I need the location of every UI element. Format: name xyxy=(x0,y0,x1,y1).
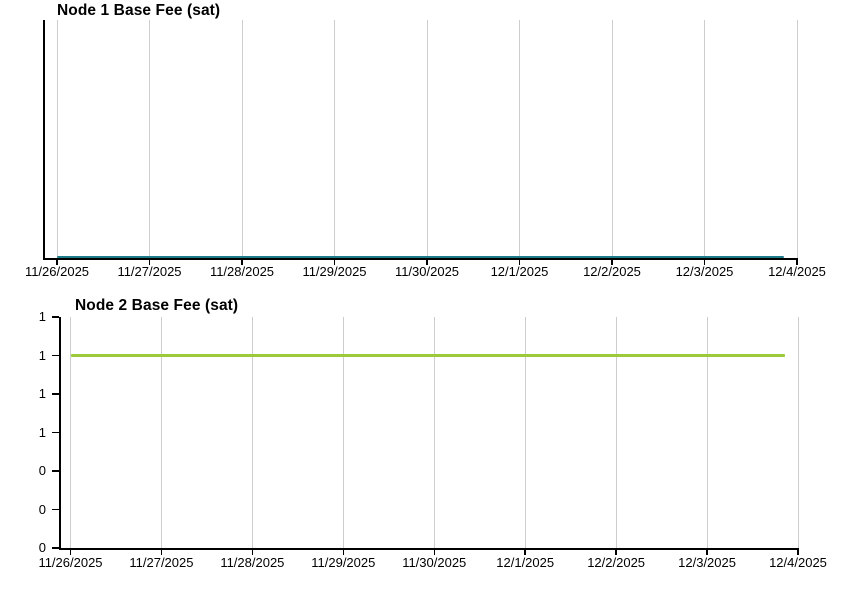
y-axis xyxy=(43,20,45,260)
x-tick xyxy=(69,550,72,555)
x-gridline xyxy=(334,20,335,258)
x-gridline xyxy=(251,317,253,548)
x-gridline xyxy=(796,20,798,258)
y-tick-label: 1 xyxy=(38,424,46,440)
x-tick-label: 11/28/2025 xyxy=(220,555,285,570)
y-tick-label: 0 xyxy=(38,540,46,555)
y-tick xyxy=(52,431,59,434)
x-gridline xyxy=(160,317,162,548)
x-tick xyxy=(796,260,798,265)
chart-title-node2: Node 2 Base Fee (sat) xyxy=(75,297,239,314)
y-tick-label: 0 xyxy=(38,501,46,517)
x-tick-label: 11/30/2025 xyxy=(402,555,467,570)
y-tick-label: 0 xyxy=(38,463,46,478)
x-tick xyxy=(342,550,345,555)
x-tick-label: 12/2/2025 xyxy=(587,555,646,570)
x-tick xyxy=(426,260,428,265)
x-gridline xyxy=(611,20,613,258)
x-tick-label: 12/4/2025 xyxy=(768,264,826,279)
y-tick xyxy=(52,508,59,511)
x-tick-label: 11/27/2025 xyxy=(117,264,182,279)
y-tick-label: 1 xyxy=(38,386,46,401)
x-tick xyxy=(148,260,151,265)
x-gridline xyxy=(519,20,520,258)
chart-title-node1: Node 1 Base Fee (sat) xyxy=(57,2,221,19)
x-tick-label: 11/28/2025 xyxy=(209,264,275,279)
x-tick-label: 12/3/2025 xyxy=(675,264,734,279)
x-tick-label: 11/30/2025 xyxy=(394,264,460,279)
x-gridline xyxy=(706,317,708,548)
x-tick-label: 11/29/2025 xyxy=(302,264,367,279)
x-tick xyxy=(333,260,336,265)
x-gridline xyxy=(149,20,150,258)
x-gridline xyxy=(70,317,71,548)
y-tick-label: 1 xyxy=(38,347,46,363)
y-tick xyxy=(52,354,59,357)
x-tick-label: 12/1/2025 xyxy=(496,555,555,570)
series-line xyxy=(70,354,785,357)
x-gridline xyxy=(56,20,58,258)
x-gridline xyxy=(615,317,617,548)
x-tick xyxy=(56,260,58,265)
plot-area-node1: 11/26/2025 11/27/2025 11/28/2025 11/29/2025… xyxy=(25,20,826,279)
x-tick xyxy=(524,550,526,555)
x-axis xyxy=(59,548,799,550)
x-tick xyxy=(615,550,617,555)
plot-area-node2: 11/26/2025 11/27/2025 11/28/2025 11/29/2025… xyxy=(38,309,826,570)
y-tick-label: 1 xyxy=(38,309,46,324)
x-tick xyxy=(241,260,243,265)
y-axis xyxy=(59,317,61,550)
x-tick xyxy=(251,550,254,555)
x-tick xyxy=(706,550,708,555)
x-gridline xyxy=(426,20,428,258)
x-gridline xyxy=(704,20,705,258)
x-gridline xyxy=(797,317,799,548)
x-tick xyxy=(433,550,435,555)
x-tick xyxy=(611,260,613,265)
x-gridline xyxy=(524,317,526,548)
series-line xyxy=(57,255,784,258)
x-tick-label: 11/29/2025 xyxy=(311,555,376,570)
x-gridline xyxy=(342,317,344,548)
x-tick-label: 12/3/2025 xyxy=(678,555,736,570)
x-tick-label: 12/1/2025 xyxy=(490,264,549,279)
x-tick xyxy=(518,260,521,265)
x-tick-label: 12/4/2025 xyxy=(769,555,827,570)
x-tick-label: 11/27/2025 xyxy=(129,555,194,570)
y-tick xyxy=(52,316,59,318)
y-tick xyxy=(52,393,59,395)
x-gridline xyxy=(433,317,435,548)
y-tick xyxy=(52,470,59,472)
x-tick xyxy=(797,550,799,555)
x-tick-label: 11/26/2025 xyxy=(24,264,90,279)
x-tick xyxy=(703,260,706,265)
y-tick xyxy=(52,547,59,549)
x-tick-label: 11/26/2025 xyxy=(38,555,103,570)
x-tick xyxy=(160,550,163,555)
x-axis xyxy=(43,258,798,260)
x-gridline xyxy=(241,20,243,258)
x-tick-label: 12/2/2025 xyxy=(583,264,641,279)
